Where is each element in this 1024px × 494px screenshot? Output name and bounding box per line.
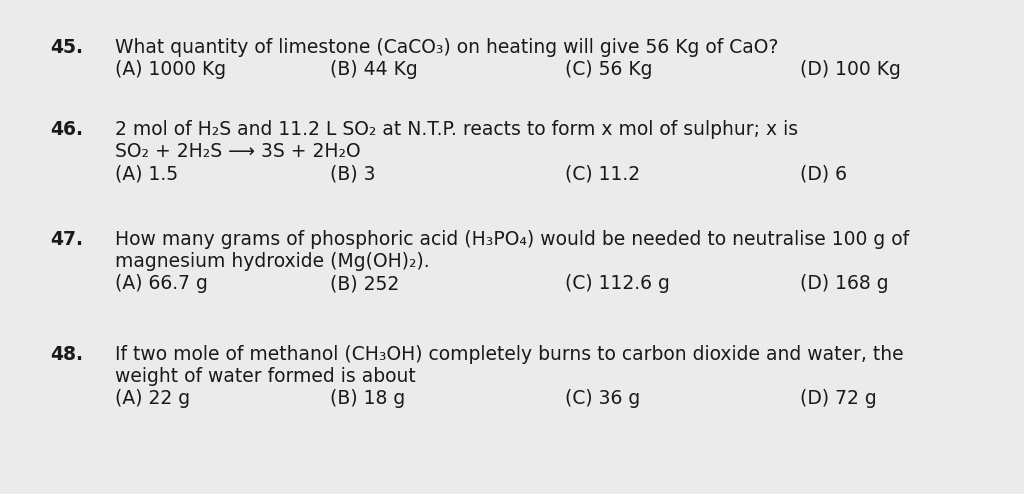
Text: (B) 18 g: (B) 18 g <box>330 389 406 408</box>
Text: (C) 36 g: (C) 36 g <box>565 389 640 408</box>
Text: (A) 66.7 g: (A) 66.7 g <box>115 274 208 293</box>
Text: 2 mol of H₂S and 11.2 L SO₂ at N.T.P. reacts to form x mol of sulphur; x is: 2 mol of H₂S and 11.2 L SO₂ at N.T.P. re… <box>115 120 798 139</box>
Text: (B) 252: (B) 252 <box>330 274 399 293</box>
Text: (B) 44 Kg: (B) 44 Kg <box>330 60 418 79</box>
Text: (D) 6: (D) 6 <box>800 164 847 183</box>
Text: (C) 112.6 g: (C) 112.6 g <box>565 274 670 293</box>
Text: magnesium hydroxide (Mg(OH)₂).: magnesium hydroxide (Mg(OH)₂). <box>115 252 430 271</box>
Text: (A) 22 g: (A) 22 g <box>115 389 190 408</box>
Text: (D) 100 Kg: (D) 100 Kg <box>800 60 901 79</box>
Text: (A) 1000 Kg: (A) 1000 Kg <box>115 60 226 79</box>
Text: 48.: 48. <box>50 345 83 364</box>
Text: SO₂ + 2H₂S ⟶ 3S + 2H₂O: SO₂ + 2H₂S ⟶ 3S + 2H₂O <box>115 142 360 161</box>
Text: weight of water formed is about: weight of water formed is about <box>115 367 416 386</box>
Text: 45.: 45. <box>50 38 83 57</box>
Text: (B) 3: (B) 3 <box>330 164 376 183</box>
Text: 46.: 46. <box>50 120 83 139</box>
Text: If two mole of methanol (CH₃OH) completely burns to carbon dioxide and water, th: If two mole of methanol (CH₃OH) complete… <box>115 345 903 364</box>
Text: (C) 56 Kg: (C) 56 Kg <box>565 60 652 79</box>
Text: (A) 1.5: (A) 1.5 <box>115 164 178 183</box>
Text: What quantity of limestone (CaCO₃) on heating will give 56 Kg of CaO?: What quantity of limestone (CaCO₃) on he… <box>115 38 778 57</box>
Text: How many grams of phosphoric acid (H₃PO₄) would be needed to neutralise 100 g of: How many grams of phosphoric acid (H₃PO₄… <box>115 230 909 249</box>
Text: (D) 72 g: (D) 72 g <box>800 389 877 408</box>
Text: 47.: 47. <box>50 230 83 249</box>
Text: (C) 11.2: (C) 11.2 <box>565 164 640 183</box>
Text: (D) 168 g: (D) 168 g <box>800 274 889 293</box>
